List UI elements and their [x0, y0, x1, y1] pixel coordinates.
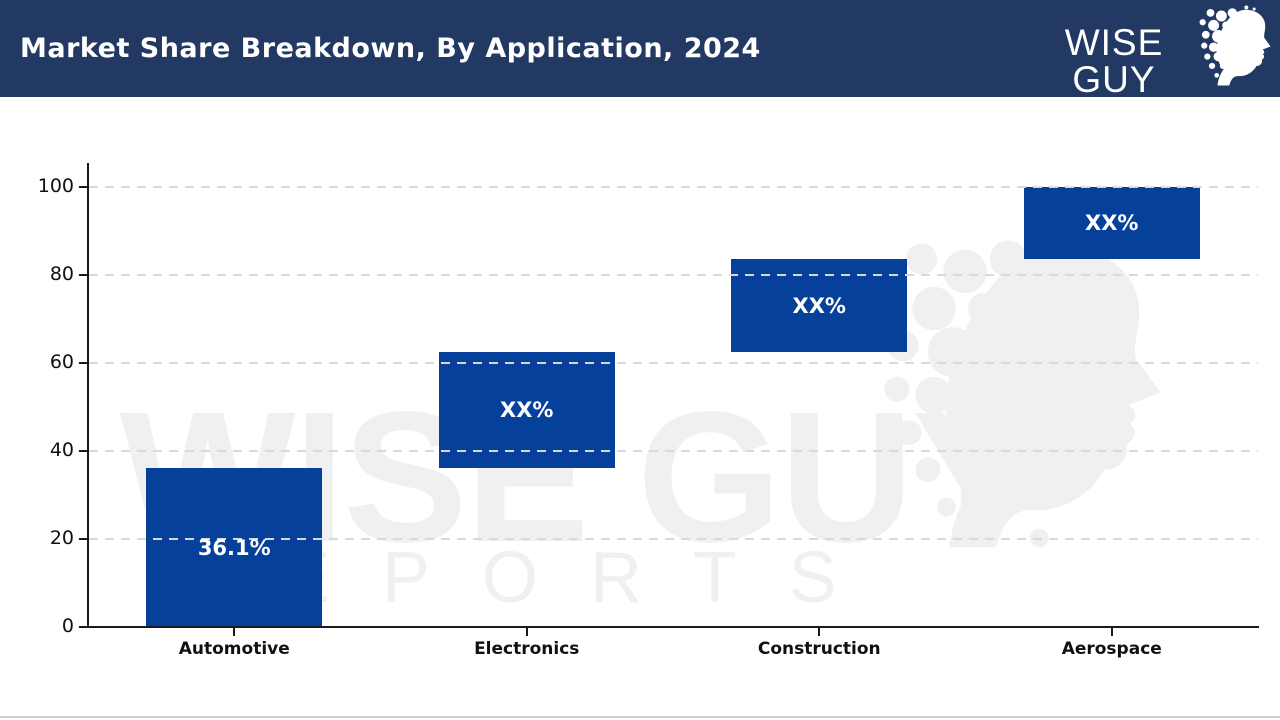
bar-value-label: XX% — [500, 398, 554, 423]
x-category-label: Electronics — [474, 639, 580, 659]
x-category-label: Automotive — [178, 639, 290, 659]
logo-wiseguy-label: WISE GUY — [1064, 22, 1164, 100]
y-tick-0 — [79, 626, 88, 628]
grid-line-80 — [89, 274, 1258, 276]
header-bar: Market Share Breakdown, By Application, … — [0, 0, 1280, 116]
x-category-label: Aerospace — [1061, 639, 1162, 659]
y-tick-80 — [79, 274, 88, 276]
y-tick-40 — [79, 450, 88, 452]
logo-reports-label: REPORTS — [1051, 101, 1183, 117]
x-category-label: Construction — [757, 639, 881, 659]
y-tick-label: 60 — [49, 351, 74, 373]
logo-head-icon — [1199, 5, 1271, 86]
y-tick-20 — [79, 538, 88, 540]
bottom-border-line — [0, 716, 1280, 718]
logo: WISE GUY REPORTS — [1022, 0, 1272, 116]
grid-line-60 — [89, 362, 1258, 364]
y-tick-label: 40 — [49, 439, 74, 461]
y-tick-label: 0 — [61, 615, 74, 637]
x-tick-automotive — [233, 628, 236, 636]
bar-value-label: 36.1% — [197, 535, 271, 560]
grid-line-40 — [89, 450, 1258, 452]
page-title: Market Share Breakdown, By Application, … — [20, 33, 761, 64]
y-tick-60 — [79, 362, 88, 364]
y-tick-label: 80 — [49, 263, 74, 285]
y-tick-label: 100 — [37, 175, 74, 197]
y-axis-line — [87, 163, 89, 628]
x-tick-electronics — [525, 628, 528, 636]
grid-line-100 — [89, 186, 1258, 188]
x-tick-aerospace — [1110, 628, 1113, 636]
grid-line-20 — [89, 538, 1258, 540]
bar-electronics — [438, 352, 615, 469]
x-tick-construction — [818, 628, 821, 636]
y-tick-label: 20 — [49, 527, 74, 549]
x-axis-line — [87, 626, 1259, 628]
bar-value-label: XX% — [792, 293, 846, 318]
bar-automotive — [146, 468, 323, 627]
y-tick-100 — [79, 186, 88, 188]
logo-text: WISE GUY REPORTS — [1022, 24, 1206, 116]
bar-aerospace — [1023, 187, 1200, 260]
bar-value-label: XX% — [1085, 211, 1139, 236]
